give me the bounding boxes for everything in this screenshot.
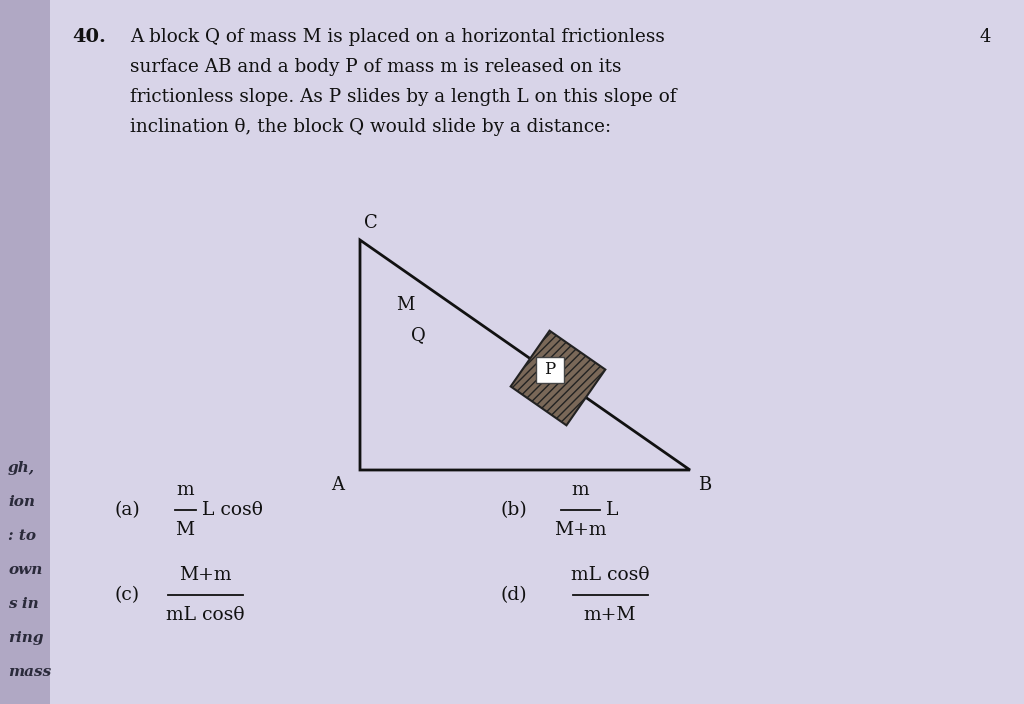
FancyBboxPatch shape <box>536 357 564 383</box>
Text: s in: s in <box>8 597 39 611</box>
Polygon shape <box>511 331 605 425</box>
Text: P: P <box>545 361 556 379</box>
Text: inclination θ, the block Q would slide by a distance:: inclination θ, the block Q would slide b… <box>130 118 611 136</box>
Text: mL cosθ: mL cosθ <box>570 566 649 584</box>
Text: 40.: 40. <box>72 28 105 46</box>
Text: gh,: gh, <box>8 461 35 475</box>
Text: Q: Q <box>411 326 425 344</box>
Text: L: L <box>605 501 618 519</box>
Text: mass: mass <box>8 665 51 679</box>
Text: L cosθ: L cosθ <box>202 501 262 519</box>
Text: ion: ion <box>8 495 35 509</box>
Text: C: C <box>364 214 378 232</box>
Text: (b): (b) <box>500 501 526 519</box>
Text: (a): (a) <box>115 501 140 519</box>
Text: mL cosθ: mL cosθ <box>166 606 245 624</box>
Text: A: A <box>331 476 344 494</box>
Text: 4: 4 <box>980 28 991 46</box>
Text: frictionless slope. As P slides by a length L on this slope of: frictionless slope. As P slides by a len… <box>130 88 677 106</box>
Text: B: B <box>698 476 712 494</box>
Text: M: M <box>175 521 195 539</box>
Text: : to: : to <box>8 529 36 543</box>
Text: ring: ring <box>8 631 43 645</box>
Text: M+m: M+m <box>179 566 231 584</box>
Text: A block Q of mass M is placed on a horizontal frictionless: A block Q of mass M is placed on a horiz… <box>130 28 665 46</box>
Text: M+m: M+m <box>554 521 606 539</box>
Text: m: m <box>176 481 194 499</box>
Bar <box>0 0 50 704</box>
Text: own: own <box>8 563 42 577</box>
Text: surface AB and a body P of mass m is released on its: surface AB and a body P of mass m is rel… <box>130 58 622 76</box>
Text: m+M: m+M <box>584 606 636 624</box>
Text: (d): (d) <box>500 586 526 604</box>
Text: (c): (c) <box>115 586 140 604</box>
Text: M: M <box>396 296 414 314</box>
Text: m: m <box>571 481 589 499</box>
